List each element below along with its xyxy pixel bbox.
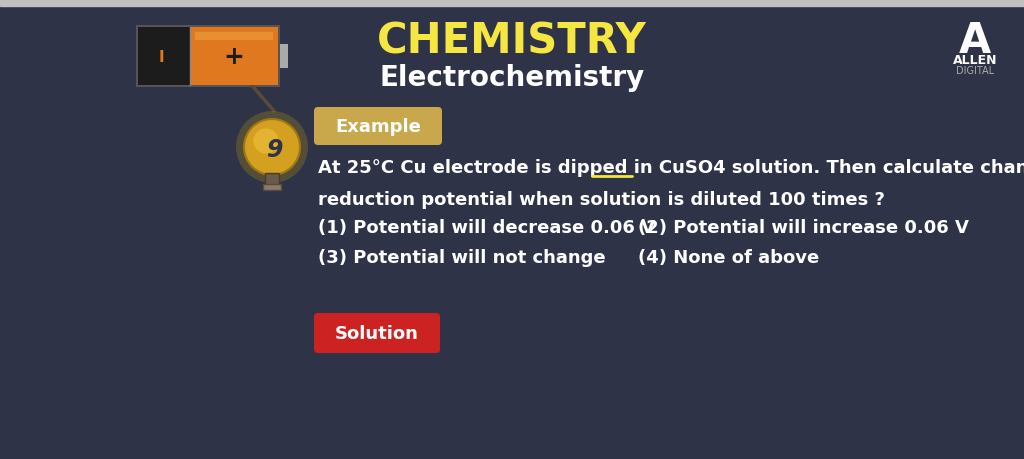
Circle shape: [244, 120, 300, 176]
Bar: [265, 174, 279, 185]
Text: I: I: [159, 50, 164, 64]
Bar: [0, 0, 1024, 7]
Bar: [280, 45, 288, 68]
FancyBboxPatch shape: [314, 108, 442, 146]
Bar: [195, 33, 273, 41]
Bar: [263, 185, 281, 190]
Text: Example: Example: [335, 118, 421, 136]
Circle shape: [253, 129, 279, 154]
Bar: [136, 26, 280, 88]
Text: CHEMISTRY: CHEMISTRY: [377, 21, 647, 63]
Text: Electrochemistry: Electrochemistry: [379, 64, 645, 92]
Text: A: A: [958, 20, 991, 62]
Text: At 25°C Cu electrode is dipped in CuSO4 solution. Then calculate change in: At 25°C Cu electrode is dipped in CuSO4 …: [318, 159, 1024, 177]
Bar: [190, 28, 278, 86]
Circle shape: [236, 112, 308, 184]
Text: (1) Potential will decrease 0.06 V: (1) Potential will decrease 0.06 V: [318, 218, 655, 236]
Text: (2) Potential will increase 0.06 V: (2) Potential will increase 0.06 V: [638, 218, 969, 236]
Text: DIGITAL: DIGITAL: [956, 66, 994, 76]
Text: ALLEN: ALLEN: [952, 54, 997, 67]
FancyBboxPatch shape: [314, 313, 440, 353]
Text: Solution: Solution: [335, 325, 419, 342]
Text: (3) Potential will not change: (3) Potential will not change: [318, 248, 605, 266]
Bar: [138, 28, 190, 86]
Text: reduction potential when solution is diluted 100 times ?: reduction potential when solution is dil…: [318, 190, 885, 208]
Text: 9: 9: [266, 138, 283, 162]
Text: (4) None of above: (4) None of above: [638, 248, 819, 266]
Text: +: +: [223, 45, 245, 69]
